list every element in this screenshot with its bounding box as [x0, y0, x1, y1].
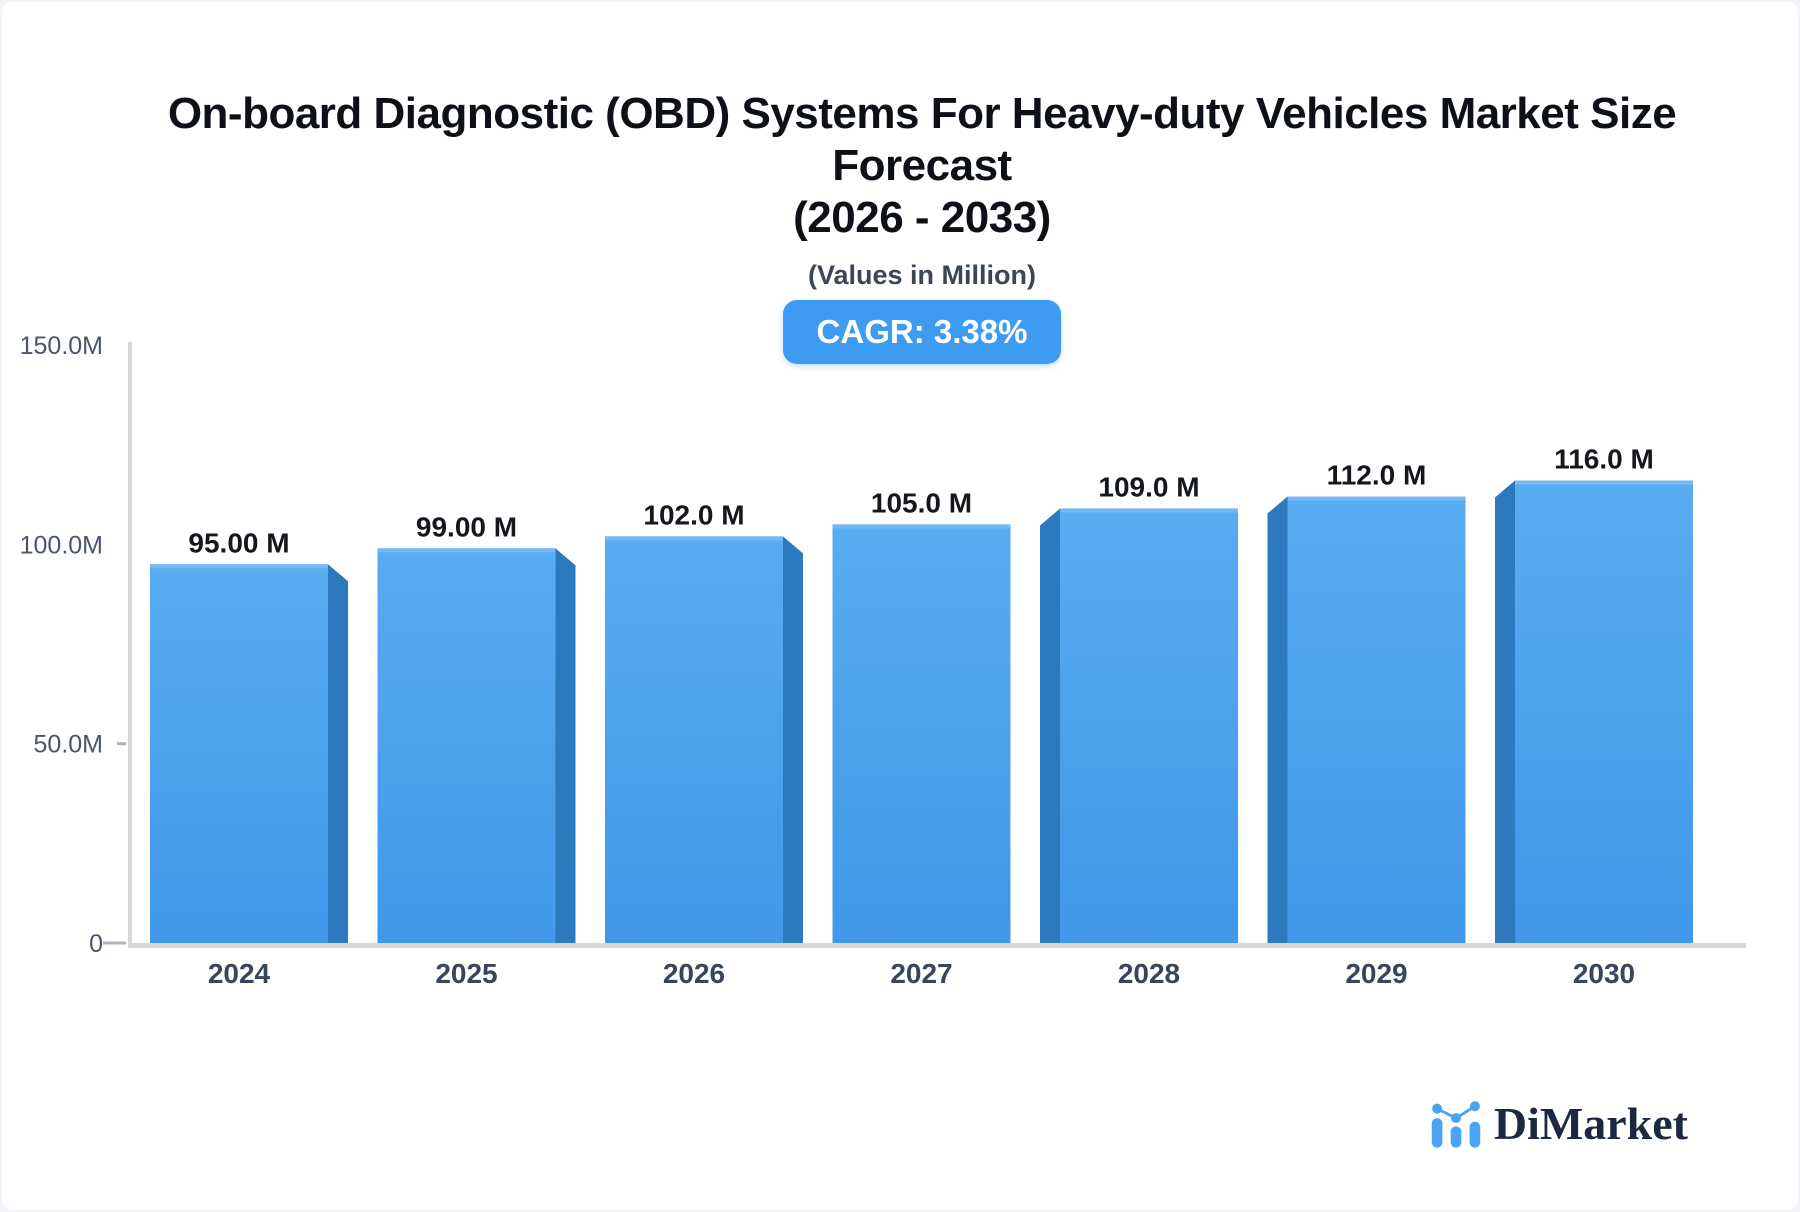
bar-value-label: 109.0 M	[1098, 471, 1199, 502]
chart-title-line2: (2026 - 2033)	[793, 192, 1051, 242]
bar-value-label: 112.0 M	[1327, 459, 1427, 490]
x-axis-label: 2027	[890, 958, 952, 989]
bar-side-face	[1495, 480, 1515, 943]
bar-top-highlight	[1515, 480, 1693, 485]
chart-subtitle: (Values in Million)	[807, 259, 1037, 290]
bar-side-face	[328, 564, 348, 943]
x-axis-label: 2030	[1573, 958, 1635, 989]
bar-top-highlight	[1060, 508, 1238, 513]
x-axis-line	[128, 943, 1746, 948]
bar-value-label: 105.0 M	[871, 487, 972, 518]
y-axis-tick	[117, 742, 126, 746]
bar-side-face	[555, 548, 576, 943]
bar[interactable]	[605, 536, 783, 943]
y-axis-line	[128, 342, 132, 948]
x-axis-label: 2028	[1118, 958, 1180, 989]
x-axis-label: 2029	[1345, 958, 1407, 989]
bar-top-highlight	[377, 548, 556, 553]
bar[interactable]	[1287, 496, 1466, 943]
chart-title: On-board Diagnostic (OBD) Systems For He…	[130, 88, 1714, 244]
logo-text: DiMarket	[1493, 1098, 1688, 1149]
bar[interactable]	[377, 548, 556, 943]
y-axis-label: 100.0M	[20, 531, 103, 559]
y-axis-label: 50.0M	[34, 731, 103, 759]
y-axis-tick	[103, 941, 126, 945]
dimarket-logo[interactable]: DiMarket	[1430, 1097, 1688, 1150]
bar-value-label: 95.00 M	[188, 527, 289, 558]
bar-side-face	[783, 536, 803, 943]
bar-side-face	[1267, 496, 1288, 943]
x-axis-label: 2026	[663, 958, 725, 989]
bar[interactable]	[1060, 508, 1238, 943]
x-axis-label: 2025	[435, 958, 497, 989]
bar[interactable]	[150, 564, 328, 943]
bar-top-highlight	[832, 524, 1011, 529]
bar-top-highlight	[1287, 496, 1466, 501]
bar-chart-logo-icon	[1431, 1100, 1481, 1148]
chart-title-line1: On-board Diagnostic (OBD) Systems For He…	[167, 89, 1677, 190]
bar-side-face	[1040, 508, 1060, 943]
bar-value-label: 99.00 M	[416, 511, 517, 542]
cagr-badge: CAGR: 3.38%	[782, 299, 1062, 364]
bar-top-highlight	[150, 564, 328, 569]
bar-top-highlight	[605, 536, 783, 541]
bar-value-label: 116.0 M	[1554, 444, 1654, 475]
x-axis-label: 2024	[208, 958, 271, 989]
bar[interactable]	[832, 524, 1011, 943]
bar-value-label: 102.0 M	[643, 499, 744, 530]
y-axis-label: 150.0M	[20, 332, 103, 360]
chart-header: On-board Diagnostic (OBD) Systems For He…	[130, 88, 1714, 364]
y-axis-label: 0	[89, 930, 103, 958]
bar[interactable]	[1515, 480, 1693, 943]
